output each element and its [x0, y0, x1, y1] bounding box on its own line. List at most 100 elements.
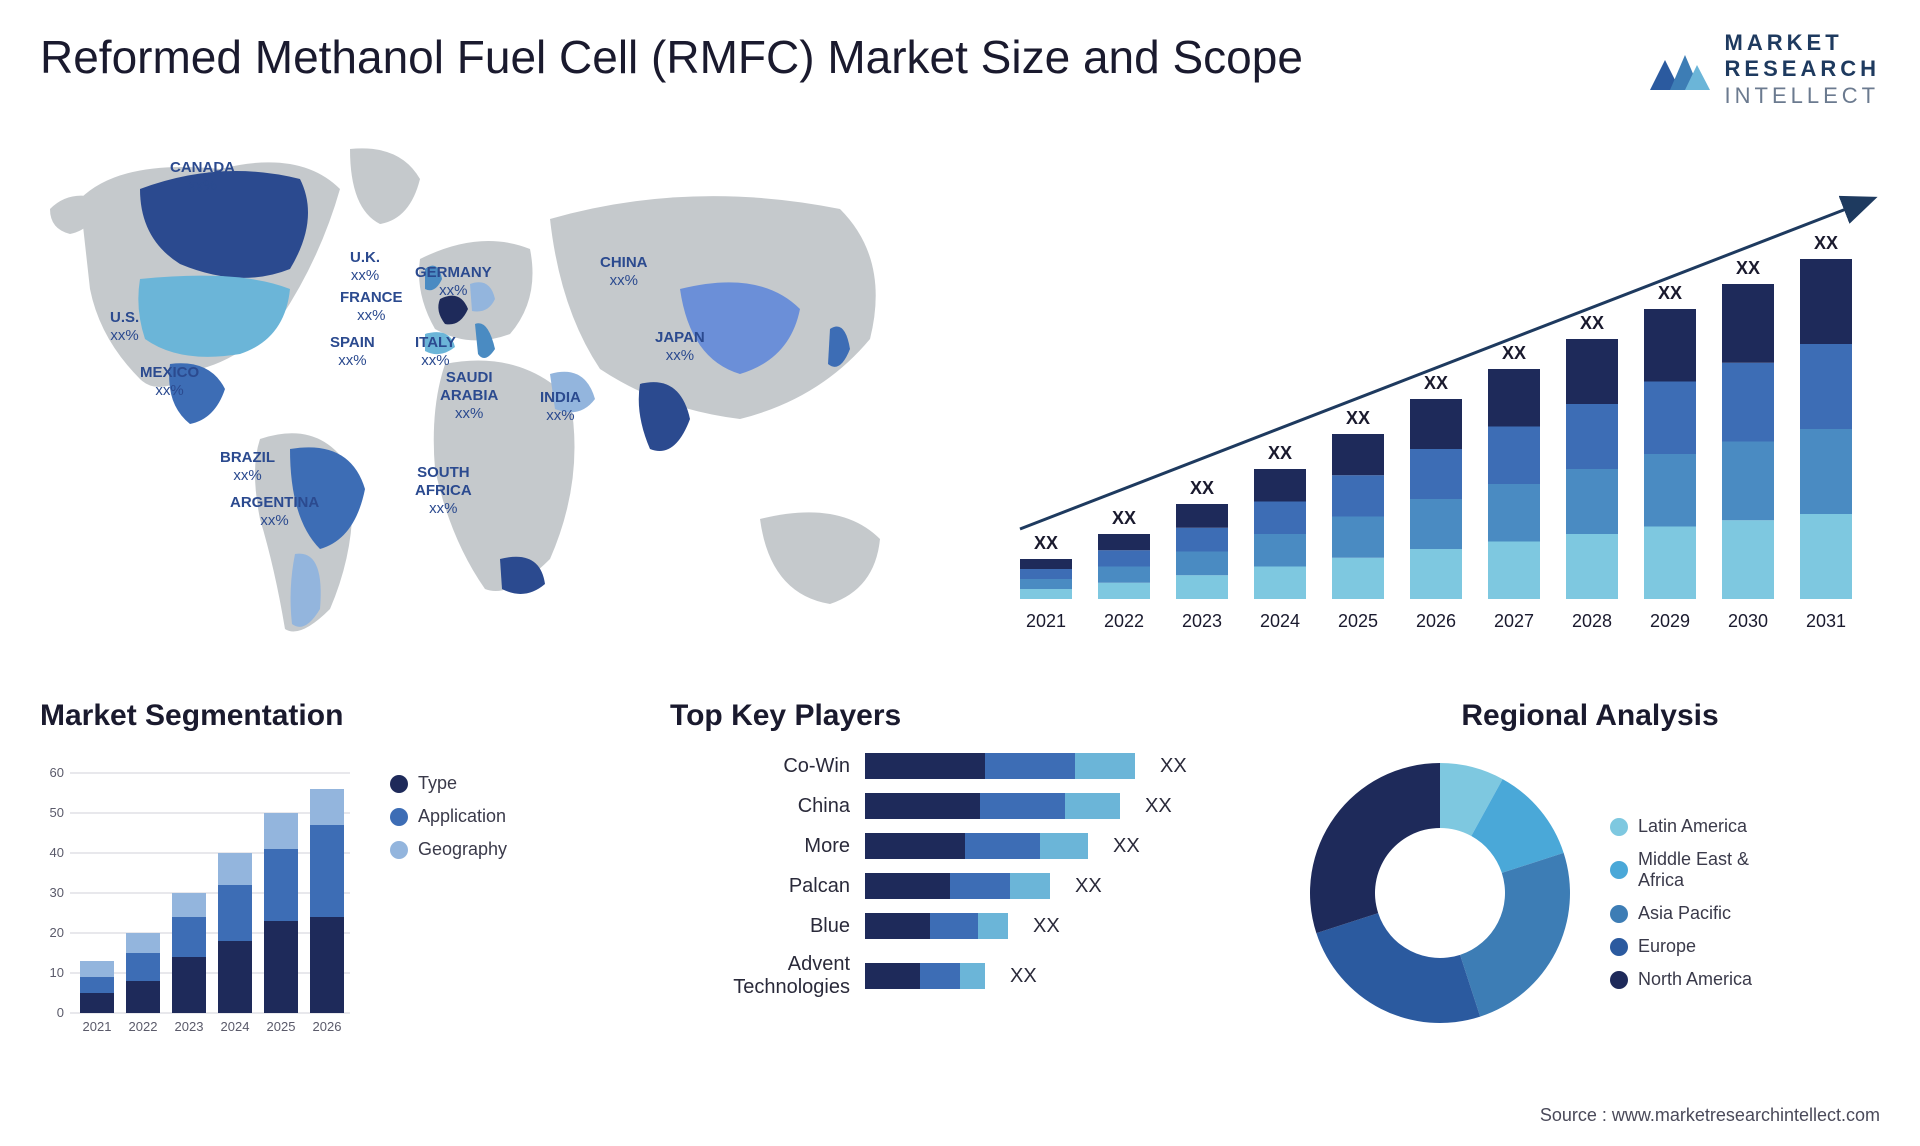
player-bar-segment: [865, 913, 930, 939]
legend-label: Geography: [418, 839, 507, 860]
player-bar-segment: [985, 753, 1075, 779]
growth-bar-segment: [1722, 520, 1774, 599]
player-bar-segment: [1040, 833, 1088, 859]
growth-bar-segment: [1566, 339, 1618, 404]
growth-bar-segment: [1020, 569, 1072, 579]
growth-bar-value: XX: [1034, 533, 1058, 553]
player-bar-segment: [950, 873, 1010, 899]
growth-bar-value: XX: [1190, 478, 1214, 498]
player-row: MoreXX: [670, 833, 1250, 859]
growth-bar-year: 2025: [1338, 611, 1378, 631]
player-bar-segment: [960, 963, 985, 989]
legend-item: North America: [1610, 969, 1752, 990]
map-label: SAUDIARABIAxx%: [440, 369, 498, 423]
growth-bar-year: 2026: [1416, 611, 1456, 631]
growth-bar-segment: [1800, 344, 1852, 429]
growth-bar-segment: [1098, 567, 1150, 583]
seg-ytick: 40: [50, 845, 64, 860]
growth-bar-chart: XX2021XX2022XX2023XX2024XX2025XX2026XX20…: [980, 139, 1880, 659]
player-row: Advent TechnologiesXX: [670, 953, 1250, 999]
player-bar-segment: [930, 913, 978, 939]
growth-bar-value: XX: [1658, 283, 1682, 303]
legend-item: Application: [390, 806, 507, 827]
growth-bar-segment: [1020, 589, 1072, 599]
map-label: ARGENTINAxx%: [230, 494, 319, 530]
player-bar-segment: [865, 963, 920, 989]
player-bar-segment: [920, 963, 960, 989]
regional-legend: Latin America Middle East &Africa Asia Pac…: [1610, 796, 1752, 990]
growth-bar-segment: [1332, 475, 1384, 516]
legend-label: Asia Pacific: [1638, 903, 1731, 924]
growth-bar-segment: [1254, 502, 1306, 535]
growth-bar-segment: [1254, 469, 1306, 502]
brand-logo: MARKET RESEARCH INTELLECT: [1645, 30, 1880, 109]
legend-dot: [1610, 905, 1628, 923]
legend-item: Latin America: [1610, 816, 1752, 837]
player-row: PalcanXX: [670, 873, 1250, 899]
growth-bar-year: 2031: [1806, 611, 1846, 631]
legend-item: Middle East &Africa: [1610, 849, 1752, 891]
player-bar-segment: [965, 833, 1040, 859]
regional-chart: Latin America Middle East &Africa Asia Pac…: [1300, 753, 1880, 1033]
seg-xlabel: 2021: [83, 1019, 112, 1034]
map-label: U.K.xx%: [350, 249, 380, 285]
seg-xlabel: 2024: [221, 1019, 250, 1034]
growth-bar-segment: [1410, 499, 1462, 549]
growth-bar-segment: [1020, 579, 1072, 589]
bottom-row: Market Segmentation 01020304050602021202…: [40, 699, 1880, 1043]
seg-bar-segment: [80, 961, 114, 977]
logo-line1: MARKET: [1725, 30, 1880, 56]
growth-bar-year: 2028: [1572, 611, 1612, 631]
growth-bar-year: 2021: [1026, 611, 1066, 631]
segmentation-panel: Market Segmentation 01020304050602021202…: [40, 699, 620, 1043]
growth-bar-value: XX: [1502, 343, 1526, 363]
players-list: Co-WinXXChinaXXMoreXXPalcanXXBlueXXAdven…: [670, 753, 1250, 999]
header: Reformed Methanol Fuel Cell (RMFC) Marke…: [40, 30, 1880, 109]
seg-ytick: 50: [50, 805, 64, 820]
map-label: SOUTHAFRICAxx%: [415, 464, 472, 518]
player-name: Advent Technologies: [670, 953, 850, 999]
growth-bar-segment: [1800, 429, 1852, 514]
growth-bar-segment: [1566, 534, 1618, 599]
segmentation-chart: 0102030405060202120222023202420252026 Ty…: [40, 753, 620, 1043]
seg-ytick: 10: [50, 965, 64, 980]
donut-slice: [1310, 763, 1440, 933]
growth-bar-segment: [1722, 284, 1774, 363]
player-bar: [865, 793, 1120, 819]
map-label: INDIAxx%: [540, 389, 581, 425]
seg-ytick: 30: [50, 885, 64, 900]
segmentation-svg: 0102030405060202120222023202420252026: [40, 753, 360, 1043]
player-row: Co-WinXX: [670, 753, 1250, 779]
growth-bar-segment: [1722, 442, 1774, 521]
growth-bar-segment: [1254, 567, 1306, 600]
players-title: Top Key Players: [670, 699, 1250, 733]
player-bar: [865, 913, 1008, 939]
growth-bar-year: 2029: [1650, 611, 1690, 631]
seg-bar-segment: [310, 917, 344, 1013]
player-bar: [865, 753, 1135, 779]
logo-line2: RESEARCH: [1725, 56, 1880, 82]
seg-bar-segment: [264, 921, 298, 1013]
regional-title: Regional Analysis: [1300, 699, 1880, 733]
player-bar-segment: [980, 793, 1065, 819]
growth-bar-value: XX: [1346, 408, 1370, 428]
growth-bar-segment: [1488, 427, 1540, 485]
logo-text: MARKET RESEARCH INTELLECT: [1725, 30, 1880, 109]
legend-label: Middle East &Africa: [1638, 849, 1749, 891]
map-label: MEXICOxx%: [140, 364, 199, 400]
donut-slice: [1316, 913, 1480, 1023]
map-label: SPAINxx%: [330, 334, 375, 370]
legend-label: North America: [1638, 969, 1752, 990]
map-label: U.S.xx%: [110, 309, 139, 345]
growth-bar-segment: [1488, 542, 1540, 600]
growth-bar-year: 2030: [1728, 611, 1768, 631]
growth-bar-segment: [1176, 504, 1228, 528]
player-value: XX: [1033, 915, 1060, 938]
player-bar: [865, 873, 1050, 899]
legend-dot: [1610, 818, 1628, 836]
seg-bar-segment: [310, 789, 344, 825]
player-name: Palcan: [670, 875, 850, 898]
legend-label: Type: [418, 773, 457, 794]
growth-bar-segment: [1332, 517, 1384, 558]
legend-label: Application: [418, 806, 506, 827]
